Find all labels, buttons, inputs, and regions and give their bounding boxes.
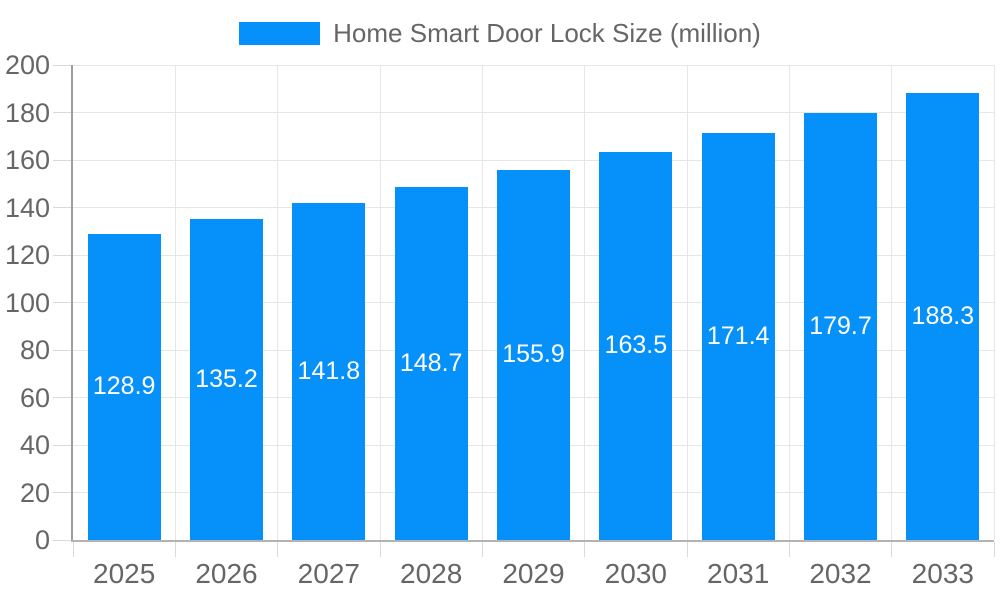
bar-value-label: 155.9 bbox=[502, 340, 565, 369]
y-axis-label: 180 bbox=[4, 97, 50, 128]
bar[interactable]: 179.7 bbox=[804, 113, 877, 540]
y-axis-tick bbox=[53, 444, 71, 446]
bar[interactable]: 171.4 bbox=[701, 132, 775, 540]
y-axis-label: 0 bbox=[34, 525, 50, 555]
y-axis-label: 120 bbox=[4, 240, 50, 270]
y-axis-label: 100 bbox=[4, 287, 50, 318]
x-axis-label: 2033 bbox=[911, 558, 974, 589]
y-gridline bbox=[73, 112, 994, 113]
y-axis-label: 160 bbox=[4, 145, 50, 175]
y-axis-label: 80 bbox=[19, 335, 50, 365]
x-axis-label: 2031 bbox=[707, 558, 770, 589]
y-axis-tick bbox=[53, 302, 71, 303]
x-gridline bbox=[481, 65, 483, 540]
y-axis-tick bbox=[53, 64, 71, 66]
y-axis-label: 200 bbox=[4, 50, 50, 80]
bar[interactable]: 188.3 bbox=[906, 92, 980, 540]
plot-area: 0 20 40 60 80 100 120 140 160 180 200 128.9 2025 135.… bbox=[5, 51, 995, 589]
x-axis-label: 2027 bbox=[297, 558, 360, 589]
legend-swatch bbox=[239, 21, 321, 45]
bar-value-label: 141.8 bbox=[297, 357, 361, 386]
x-axis-line bbox=[71, 540, 994, 542]
x-gridline bbox=[686, 65, 688, 540]
y-gridline bbox=[73, 159, 994, 161]
y-axis-tick bbox=[53, 254, 71, 256]
legend[interactable]: Home Smart Door Lock Size (million) bbox=[0, 17, 1000, 49]
x-axis-tick bbox=[686, 542, 688, 557]
y-axis-tick bbox=[53, 159, 71, 161]
x-axis-tick bbox=[72, 542, 74, 557]
x-axis-label: 2025 bbox=[93, 558, 156, 589]
y-axis-label: 60 bbox=[19, 382, 50, 413]
x-axis-label: 2032 bbox=[809, 558, 872, 589]
x-gridline bbox=[891, 65, 893, 540]
x-axis-label: 2028 bbox=[400, 558, 463, 589]
y-axis-label: 40 bbox=[19, 430, 50, 460]
bar-value-label: 128.9 bbox=[92, 372, 156, 401]
x-gridline bbox=[993, 65, 995, 540]
legend-label: Home Smart Door Lock Size (million) bbox=[333, 17, 761, 48]
bar[interactable]: 128.9 bbox=[87, 233, 161, 540]
bar-value-label: 163.5 bbox=[604, 331, 668, 360]
x-axis-tick bbox=[379, 542, 381, 557]
x-gridline bbox=[379, 65, 381, 540]
y-axis-label: 20 bbox=[19, 477, 50, 508]
bar-value-label: 179.7 bbox=[809, 312, 872, 341]
x-axis-label: 2030 bbox=[604, 558, 667, 589]
bar[interactable]: 163.5 bbox=[599, 151, 673, 540]
y-axis-tick bbox=[53, 349, 71, 351]
x-axis-tick bbox=[584, 542, 586, 557]
x-axis-tick bbox=[277, 542, 279, 557]
x-axis-tick bbox=[788, 542, 790, 557]
x-gridline bbox=[584, 65, 586, 540]
bar-value-label: 135.2 bbox=[195, 364, 258, 393]
y-axis-tick bbox=[53, 112, 71, 113]
bar[interactable]: 141.8 bbox=[292, 203, 366, 540]
y-gridline bbox=[73, 64, 994, 66]
x-axis-tick bbox=[891, 542, 893, 557]
bar-value-label: 148.7 bbox=[399, 348, 463, 377]
x-axis-label: 2029 bbox=[502, 558, 565, 589]
y-axis-line bbox=[71, 65, 73, 542]
y-axis-tick bbox=[53, 207, 71, 208]
bar[interactable]: 135.2 bbox=[190, 218, 263, 540]
y-axis-label: 140 bbox=[4, 192, 50, 223]
y-axis-tick bbox=[53, 492, 71, 493]
x-gridline bbox=[277, 65, 279, 540]
y-axis-tick bbox=[53, 397, 71, 398]
bar[interactable]: 155.9 bbox=[497, 169, 570, 540]
bar-value-label: 188.3 bbox=[911, 301, 975, 330]
x-axis-tick bbox=[174, 542, 176, 557]
x-gridline bbox=[174, 65, 176, 540]
x-gridline bbox=[788, 65, 790, 540]
x-axis-label: 2026 bbox=[195, 558, 258, 589]
x-axis-tick bbox=[481, 542, 483, 557]
bar[interactable]: 148.7 bbox=[394, 186, 468, 540]
x-axis-tick bbox=[993, 542, 995, 557]
bar-value-label: 171.4 bbox=[706, 321, 770, 350]
y-axis-tick bbox=[53, 539, 71, 541]
